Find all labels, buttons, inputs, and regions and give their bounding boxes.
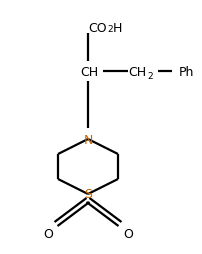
Text: 2: 2 [106,25,112,34]
Text: H: H [113,22,122,35]
Text: O: O [122,228,132,241]
Text: N: N [83,133,92,146]
Text: 2: 2 [146,71,152,80]
Text: S: S [84,188,92,201]
Text: CH: CH [127,65,145,78]
Text: O: O [43,228,53,241]
Text: CH: CH [80,65,98,78]
Text: Ph: Ph [178,65,194,78]
Text: CO: CO [87,22,106,35]
